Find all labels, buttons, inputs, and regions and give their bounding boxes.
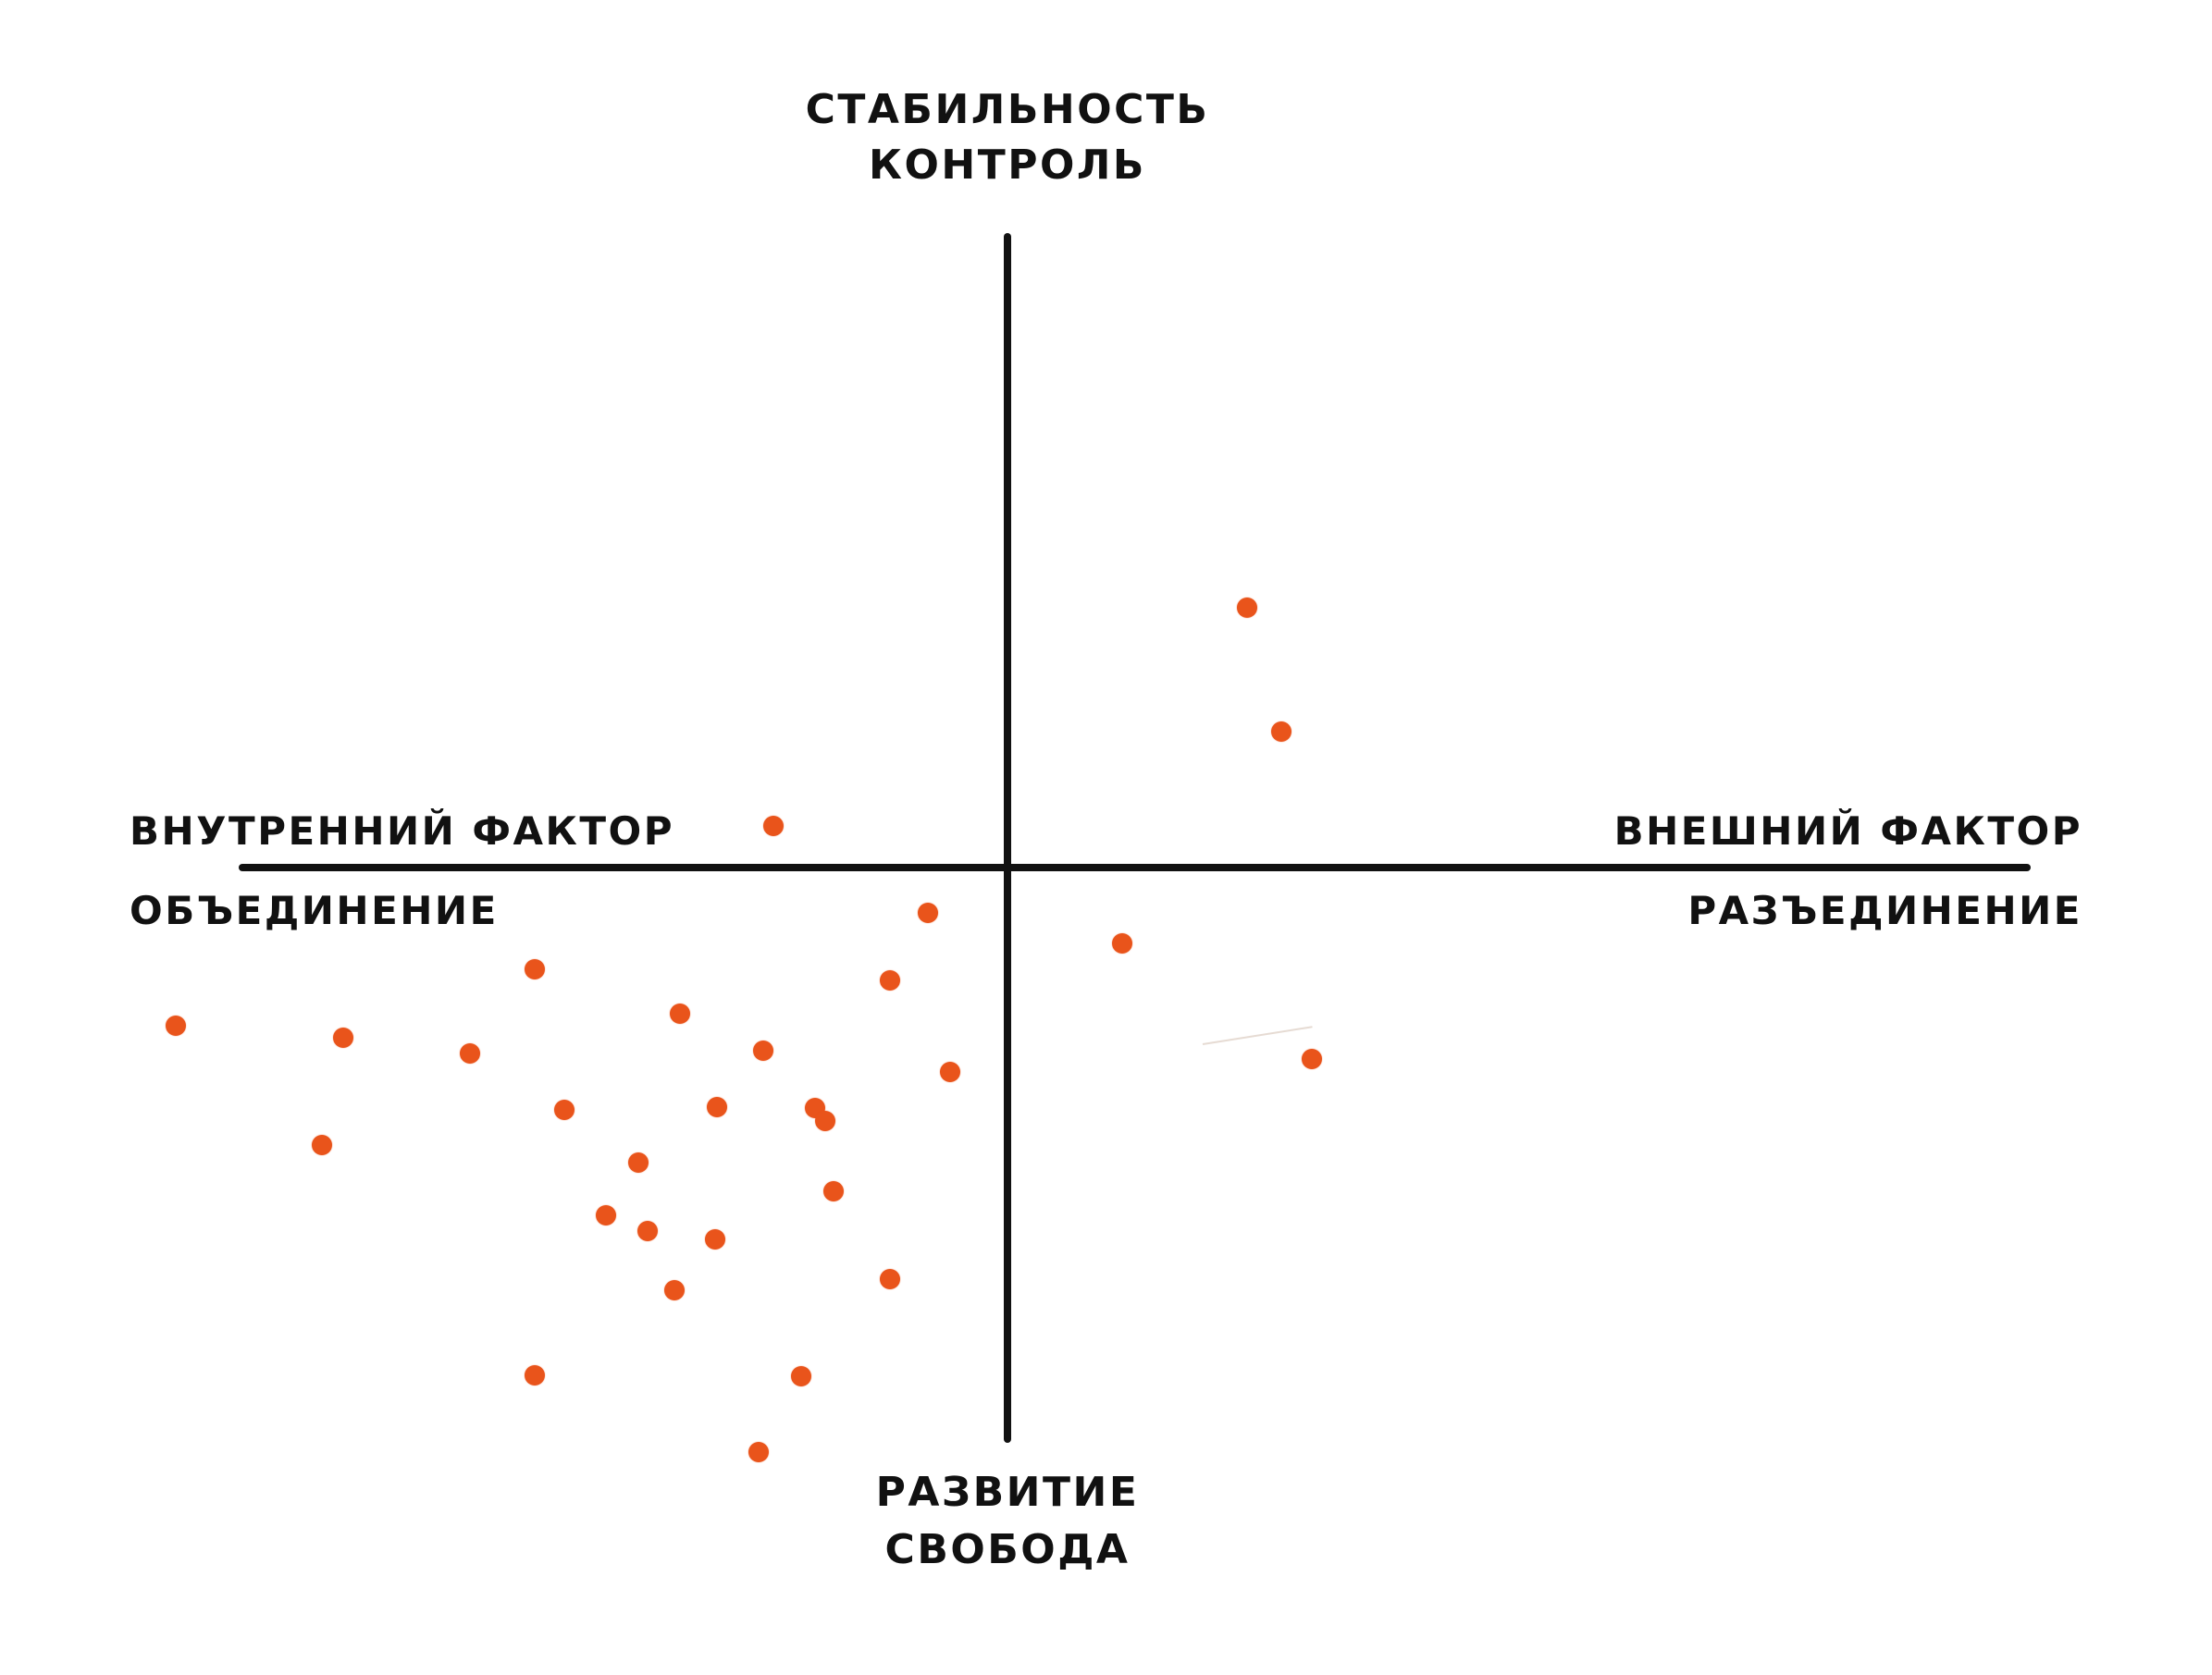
data-point (333, 1028, 353, 1048)
axis-label-top-primary: СТАБИЛЬНОСТЬ (805, 86, 1210, 133)
data-point (596, 1205, 616, 1225)
data-point (1302, 1049, 1322, 1069)
axis-label-right-primary: ВНЕШНИЙ ФАКТОР (1613, 808, 2082, 854)
data-point (1271, 721, 1291, 742)
vertical-axis (1004, 233, 1011, 1443)
data-point (753, 1041, 773, 1061)
data-point (1237, 597, 1257, 618)
axis-label-left-primary-wrap: ВНУТРЕННИЙ ФАКТОР (130, 808, 675, 854)
data-point (880, 1269, 900, 1289)
axis-label-top-secondary: КОНТРОЛЬ (869, 141, 1146, 189)
data-point (525, 1365, 545, 1386)
data-point (918, 903, 938, 923)
axis-label-left-secondary-wrap: ОБЪЕДИНЕНИЕ (130, 888, 499, 933)
axis-label-bottom: РАЗВИТИЕ СВОБОДА (730, 1471, 1285, 1571)
axis-label-top: СТАБИЛЬНОСТЬ КОНТРОЛЬ (730, 88, 1285, 187)
data-point (823, 1181, 844, 1201)
data-point (707, 1097, 727, 1117)
axis-label-right-primary-wrap: ВНЕШНИЙ ФАКТОР (1613, 808, 2082, 854)
data-point (628, 1152, 649, 1173)
data-point (554, 1100, 575, 1120)
scan-artifact (1202, 1026, 1313, 1045)
data-point (637, 1221, 658, 1241)
data-point (880, 970, 900, 991)
data-point (1112, 933, 1132, 954)
data-point (312, 1135, 332, 1155)
axis-label-bottom-secondary: СВОБОДА (884, 1525, 1131, 1573)
data-point (763, 816, 784, 836)
data-point (460, 1043, 480, 1064)
data-point (815, 1111, 835, 1131)
data-point (705, 1229, 725, 1250)
axis-label-right-secondary-wrap: РАЗЪЕДИНЕНИЕ (1687, 888, 2082, 933)
axis-label-bottom-primary: РАЗВИТИЕ (875, 1469, 1140, 1516)
data-point (791, 1366, 811, 1386)
data-point (166, 1016, 186, 1036)
data-point (670, 1004, 690, 1024)
axis-label-left-secondary: ОБЪЕДИНЕНИЕ (130, 888, 499, 933)
axis-label-right-secondary: РАЗЪЕДИНЕНИЕ (1687, 888, 2082, 933)
horizontal-axis (239, 864, 2031, 871)
data-point (525, 959, 545, 979)
axis-label-left-primary: ВНУТРЕННИЙ ФАКТОР (130, 808, 675, 854)
data-point (748, 1442, 769, 1462)
data-point (940, 1062, 960, 1082)
data-point (664, 1280, 685, 1300)
